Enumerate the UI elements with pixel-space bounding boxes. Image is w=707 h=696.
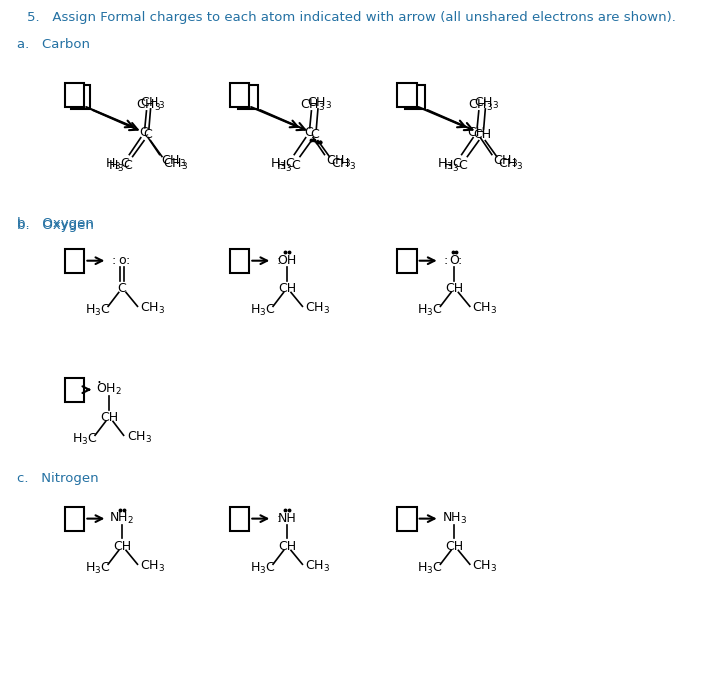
Text: c.   Nitrogen: c. Nitrogen: [18, 473, 99, 485]
Text: ·: ·: [97, 377, 102, 391]
Text: H$_3$C: H$_3$C: [438, 157, 463, 172]
Text: 5.   Assign Formal charges to each atom indicated with arrow (all unshared elect: 5. Assign Formal charges to each atom in…: [28, 11, 676, 24]
Text: CH: CH: [100, 411, 118, 424]
Text: NH$_2$: NH$_2$: [110, 511, 134, 526]
Bar: [230, 507, 250, 530]
Text: CH$_3$: CH$_3$: [127, 429, 152, 445]
Text: CH$_3$: CH$_3$: [139, 559, 165, 574]
Text: CH$_3$: CH$_3$: [136, 97, 160, 113]
Text: CH$_3$: CH$_3$: [326, 154, 351, 169]
Text: CH: CH: [467, 126, 486, 139]
Bar: [71, 85, 90, 109]
Bar: [230, 83, 250, 107]
Text: b.   Oxygen: b. Oxygen: [18, 216, 94, 230]
Text: :: :: [458, 254, 462, 267]
Text: :: :: [126, 254, 130, 267]
Text: CH$_3$: CH$_3$: [493, 154, 518, 169]
Text: H$_3$C: H$_3$C: [270, 157, 296, 172]
Text: :: :: [444, 254, 448, 267]
Text: NH$_3$: NH$_3$: [442, 511, 467, 526]
Text: CH$_3$: CH$_3$: [161, 154, 186, 169]
Text: a.   Carbon: a. Carbon: [18, 38, 90, 51]
Text: CH$_3$: CH$_3$: [331, 157, 356, 172]
Text: H$_3$C: H$_3$C: [85, 303, 110, 318]
Text: C: C: [310, 128, 319, 141]
Text: b.   Oxygen: b. Oxygen: [18, 219, 94, 232]
Text: CH$_3$: CH$_3$: [472, 301, 497, 316]
Text: CH: CH: [278, 282, 296, 295]
Text: CH$_3$: CH$_3$: [300, 97, 326, 113]
Text: CH$_3$: CH$_3$: [474, 95, 500, 111]
Text: CH: CH: [445, 540, 463, 553]
Text: OH: OH: [277, 254, 296, 267]
Bar: [405, 85, 425, 109]
Bar: [230, 248, 250, 273]
Text: H$_3$C: H$_3$C: [250, 303, 275, 318]
Bar: [397, 83, 416, 107]
Text: H$_3$C: H$_3$C: [417, 561, 443, 576]
Bar: [65, 507, 84, 530]
Text: O: O: [450, 254, 460, 267]
Text: CH$_3$: CH$_3$: [139, 95, 165, 111]
Text: C: C: [305, 126, 313, 139]
Text: CH$_3$: CH$_3$: [163, 157, 189, 172]
Text: NH: NH: [278, 512, 296, 525]
Text: H$_3$C: H$_3$C: [417, 303, 443, 318]
Bar: [65, 83, 84, 107]
Text: CH$_3$: CH$_3$: [305, 559, 329, 574]
Text: H$_3$C: H$_3$C: [443, 159, 469, 174]
Bar: [397, 507, 416, 530]
Text: :: :: [112, 254, 116, 267]
Text: H$_3$C: H$_3$C: [85, 561, 110, 576]
Text: CH: CH: [278, 540, 296, 553]
Text: C: C: [117, 282, 127, 295]
Bar: [397, 248, 416, 273]
Bar: [65, 248, 84, 273]
Text: :: :: [276, 254, 281, 267]
Text: H$_3$C: H$_3$C: [108, 159, 134, 174]
Text: H$_3$C: H$_3$C: [250, 561, 275, 576]
Bar: [65, 378, 84, 402]
Text: CH$_3$: CH$_3$: [472, 559, 497, 574]
Text: C: C: [140, 126, 148, 139]
Text: o: o: [118, 254, 126, 267]
Text: CH$_3$: CH$_3$: [468, 97, 493, 113]
Text: H$_3$C: H$_3$C: [276, 159, 301, 174]
Text: CH$_3$: CH$_3$: [498, 157, 523, 172]
Text: CH: CH: [445, 282, 463, 295]
Text: :: :: [276, 512, 281, 525]
Text: H$_3$C: H$_3$C: [71, 432, 97, 447]
Bar: [238, 85, 257, 109]
Text: CH: CH: [113, 540, 131, 553]
Text: CH$_3$: CH$_3$: [139, 301, 165, 316]
Text: CH$_3$: CH$_3$: [307, 95, 332, 111]
Text: CH: CH: [473, 128, 491, 141]
Text: CH$_3$: CH$_3$: [305, 301, 329, 316]
Text: H$_3$C: H$_3$C: [105, 157, 131, 172]
Text: OH$_2$: OH$_2$: [96, 382, 122, 397]
Text: C: C: [143, 128, 152, 141]
